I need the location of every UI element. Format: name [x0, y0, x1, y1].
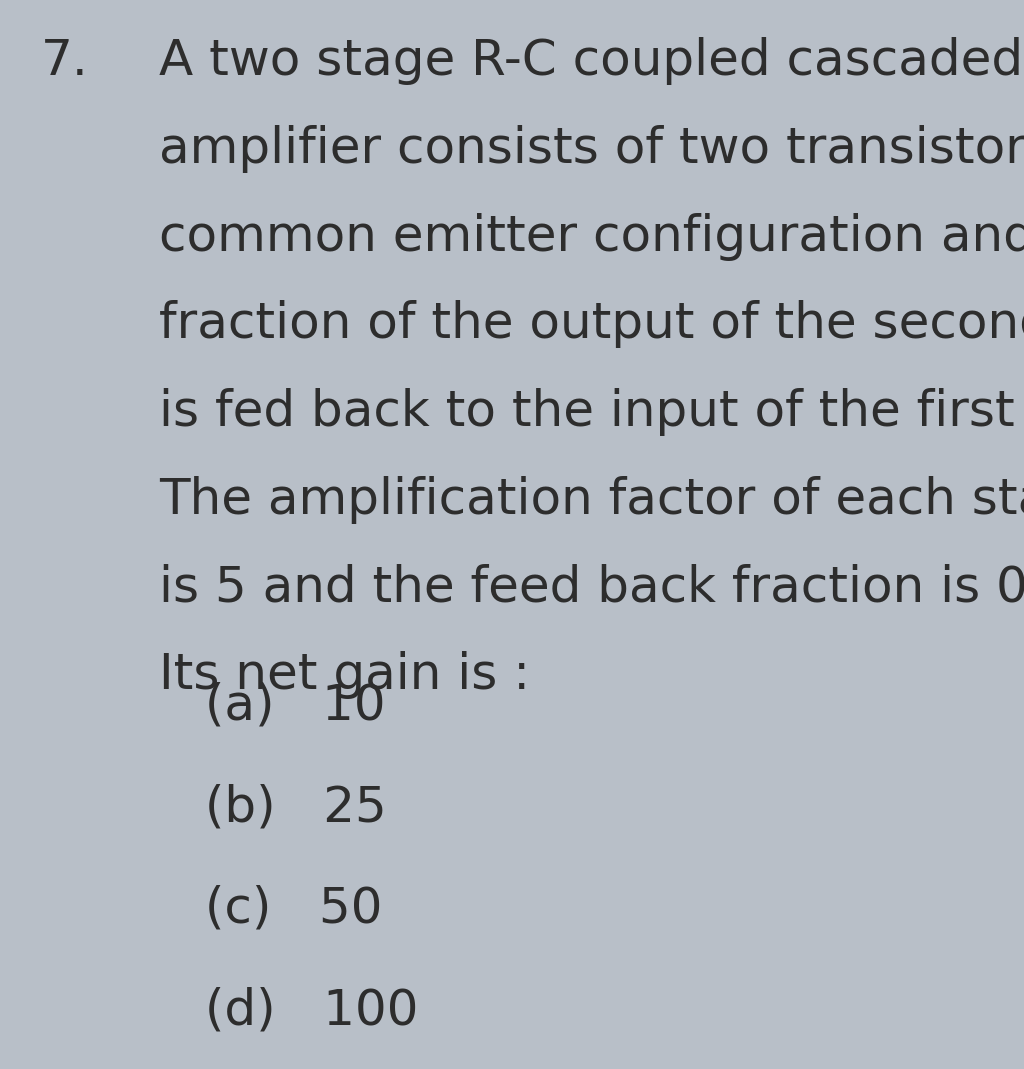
Text: (a)   10: (a) 10 — [205, 682, 385, 729]
Text: is fed back to the input of the first stage.: is fed back to the input of the first st… — [159, 388, 1024, 436]
Text: fraction of the output of the second stage: fraction of the output of the second sta… — [159, 300, 1024, 348]
Text: (d)   100: (d) 100 — [205, 987, 418, 1034]
Text: Its net gain is :: Its net gain is : — [159, 651, 529, 699]
Text: 7.: 7. — [41, 37, 89, 86]
Text: A two stage R-C coupled cascaded: A two stage R-C coupled cascaded — [159, 37, 1023, 86]
Text: (b)   25: (b) 25 — [205, 783, 386, 831]
Text: common emitter configuration and a: common emitter configuration and a — [159, 213, 1024, 261]
Text: is 5 and the feed back fraction is 0.02: is 5 and the feed back fraction is 0.02 — [159, 563, 1024, 611]
Text: amplifier consists of two transistors in: amplifier consists of two transistors in — [159, 125, 1024, 173]
Text: The amplification factor of each stage: The amplification factor of each stage — [159, 476, 1024, 524]
Text: (c)   50: (c) 50 — [205, 885, 382, 932]
